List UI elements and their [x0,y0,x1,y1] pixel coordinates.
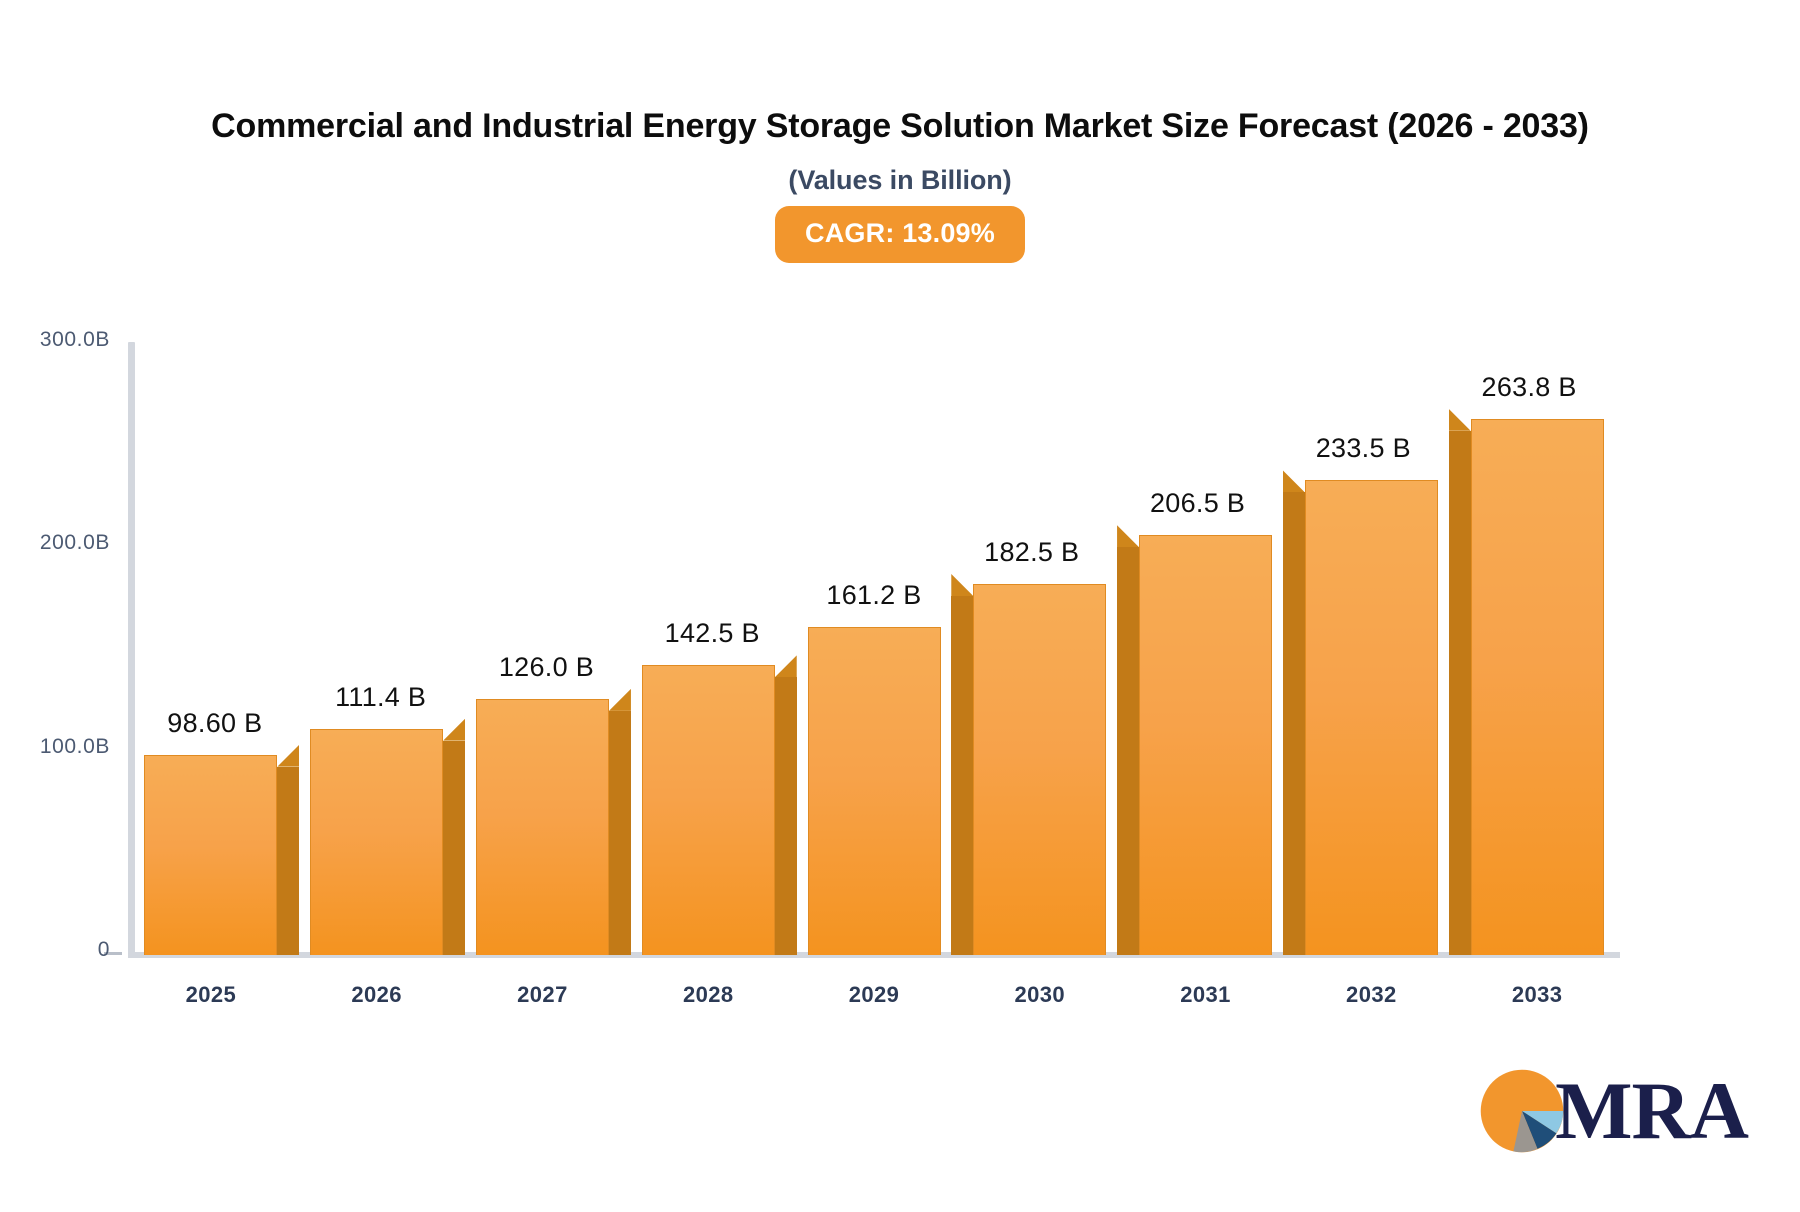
bar-top-face [951,574,974,597]
x-axis-tick-label: 2032 [1346,982,1397,1007]
chart-header: Commercial and Industrial Energy Storage… [0,104,1800,263]
y-axis-tick-label: 0 [97,938,110,961]
y-axis-tick-labels: 300.0B 200.0B 100.0B 0 [0,0,110,1212]
bar-side-face [1282,492,1305,955]
pie-chart-icon [1480,1069,1564,1153]
y-axis-zero-tick [104,952,122,955]
x-axis-tick-label: 2025 [185,982,237,1007]
bar-value-label: 206.5 B [1149,488,1246,519]
bar-top-face [1282,470,1305,493]
x-axis-line [128,952,1620,958]
bar-top-face [443,718,466,741]
bar-front-face [144,754,278,955]
x-axis-tick-label: 2029 [848,982,900,1007]
bar-top-face [1448,408,1471,431]
bar-front-face [973,583,1107,955]
mra-logo: MRA [1479,1065,1749,1157]
bar-column[interactable]: 233.5 B [1282,300,1438,955]
bar-value-label: 263.8 B [1481,371,1577,402]
y-axis-line [128,342,135,957]
logo-wordmark: MRA [1555,1065,1749,1157]
bar-top-face [774,655,797,678]
x-axis-tick-label: 2031 [1180,982,1231,1007]
bar-front-face [1470,418,1604,955]
bar-column[interactable]: 142.5 B [641,300,797,955]
bar-value-label: 182.5 B [984,536,1080,567]
bar-column[interactable]: 182.5 B [951,300,1107,955]
bar-side-face [1117,547,1140,955]
bar-side-face [608,710,631,955]
bar-column[interactable]: 206.5 B [1117,300,1273,955]
bar-front-face [475,698,609,955]
bar-column[interactable]: 161.2 B [807,300,941,955]
bar-front-face [1139,535,1273,955]
x-axis-tick-label: 2033 [1511,982,1563,1007]
bar-front-face [1304,480,1438,955]
cagr-badge: CAGR: 13.09% [775,205,1025,263]
chart-subtitle: (Values in Billion) [788,164,1012,195]
bar-column[interactable]: 263.8 B [1448,300,1604,955]
bar-value-label: 142.5 B [664,618,760,649]
bar-value-label: 111.4 B [335,681,427,712]
bar-column[interactable]: 111.4 B [310,300,466,955]
y-axis-tick-label: 100.0B [39,734,110,758]
y-axis-tick-label: 300.0B [39,328,110,351]
y-axis-tick-label: 200.0B [39,531,110,555]
bar-front-face [310,728,444,955]
bar-side-face [277,766,300,955]
x-axis-tick-label: 2028 [682,982,734,1007]
bar-front-face [641,665,775,955]
bar-top-face [1117,525,1140,548]
bar-front-face [807,627,941,955]
x-axis-tick-label: 2026 [351,982,402,1007]
x-axis-tick-label: 2027 [517,982,568,1007]
bar-value-label: 126.0 B [498,651,595,682]
bar-top-face [277,744,300,767]
chart-title: Commercial and Industrial Energy Storage… [211,107,1589,145]
bar-side-face [1448,430,1471,955]
bar-top-face [608,688,631,711]
bar-series: 98.60 B 111.4 B 126.0 B 142.5 B 161.2 B 182.5… [128,300,1620,955]
bar-side-face [774,677,797,955]
x-axis-tick-label: 2030 [1014,982,1066,1007]
bar-column[interactable]: 98.60 B [144,300,300,955]
bar-side-face [951,596,974,955]
bar-side-face [443,740,466,955]
bar-column[interactable]: 126.0 B [475,300,631,955]
bar-value-label: 233.5 B [1315,433,1411,464]
bar-value-label: 98.60 B [167,707,263,738]
bar-value-label: 161.2 B [826,580,922,611]
cagr-badge-wrapper: CAGR: 13.09% [0,205,1800,263]
